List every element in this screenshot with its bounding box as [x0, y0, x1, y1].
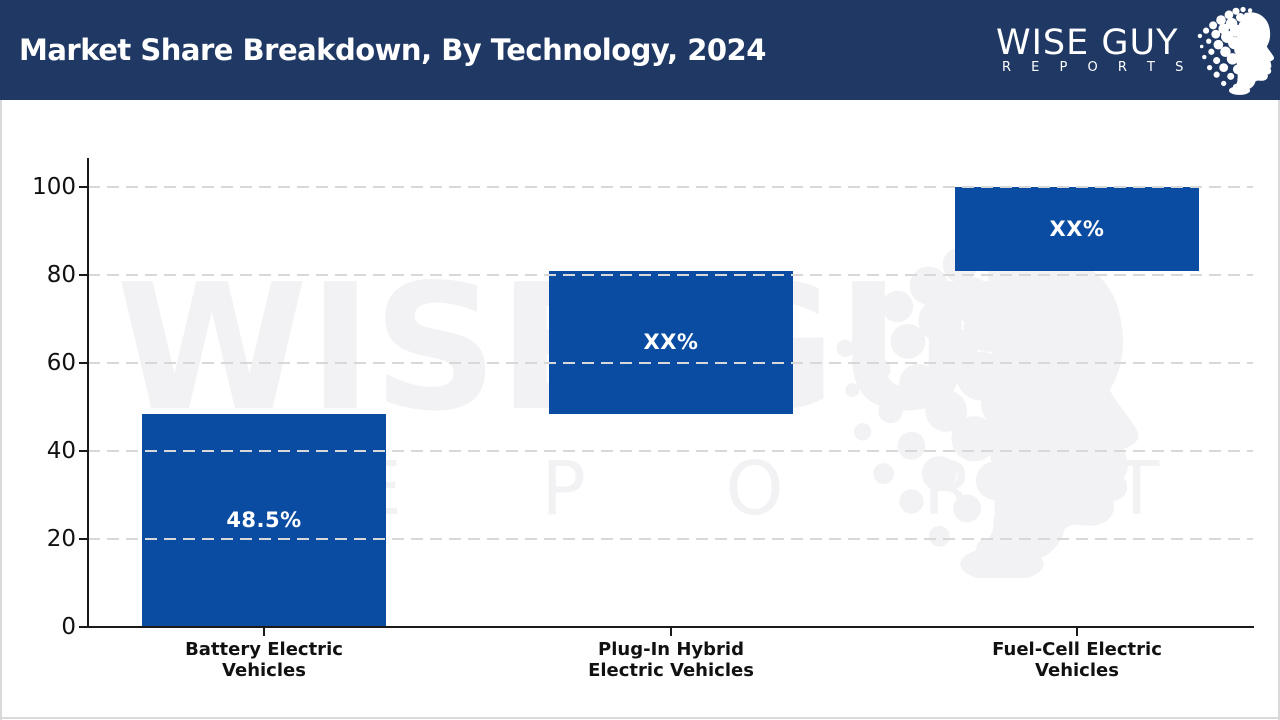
y-axis-tick-label: 80	[46, 262, 76, 288]
y-axis-tick	[79, 538, 88, 540]
category-label: Plug-In Hybrid Electric Vehicles	[588, 639, 754, 681]
slide-border-bottom	[0, 717, 1280, 719]
bar-value-label: XX%	[643, 330, 699, 355]
y-axis-tick-label: 0	[61, 614, 76, 640]
logo-dotted-head-icon	[1197, 6, 1275, 95]
page-title: Market Share Breakdown, By Technology, 2…	[19, 33, 766, 67]
y-axis-tick	[79, 626, 88, 628]
y-axis-tick-label: 60	[46, 350, 76, 376]
y-axis-line	[87, 158, 89, 628]
x-axis-line	[87, 626, 1254, 628]
gridline	[88, 450, 1253, 452]
slide-border-left	[0, 100, 2, 720]
logo-subtext: R E P O R T S	[1002, 60, 1192, 75]
category-label: Battery Electric Vehicles	[185, 639, 343, 681]
x-axis-tick	[263, 628, 265, 636]
wise-guy-logo: WISE GUY R E P O R T S	[980, 0, 1280, 100]
y-axis-tick	[79, 362, 88, 364]
y-axis-tick	[79, 186, 88, 188]
gridline	[88, 274, 1253, 276]
bar-segment: 48.5%	[142, 413, 386, 627]
y-axis-tick-label: 20	[46, 526, 76, 552]
bar-segment: XX%	[955, 187, 1199, 271]
category-label: Fuel-Cell Electric Vehicles	[992, 639, 1162, 681]
bar-value-label: 48.5%	[226, 508, 302, 533]
y-axis-tick-label: 100	[32, 174, 76, 200]
x-axis-tick	[670, 628, 672, 636]
bar-segment: XX%	[549, 270, 793, 414]
y-axis-tick	[79, 450, 88, 452]
bar-value-label: XX%	[1049, 216, 1105, 241]
slide-border-right	[1278, 100, 1280, 720]
gridline	[88, 362, 1253, 364]
gridline	[88, 186, 1253, 188]
gridline	[88, 538, 1253, 540]
y-axis-tick	[79, 274, 88, 276]
header: Market Share Breakdown, By Technology, 2…	[0, 0, 1280, 100]
y-axis-tick-label: 40	[46, 438, 76, 464]
x-axis-tick	[1076, 628, 1078, 636]
logo-wordmark: WISE GUY	[996, 23, 1179, 63]
